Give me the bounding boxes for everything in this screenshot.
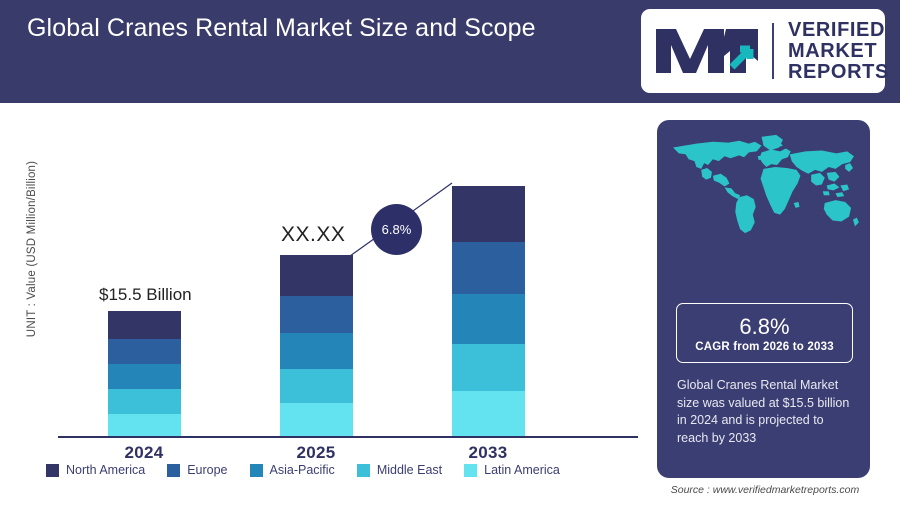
- bar-segment-europe: [280, 295, 353, 333]
- bar-2025[interactable]: [280, 255, 353, 436]
- legend-item-north-america[interactable]: North America: [46, 463, 145, 477]
- y-axis-label: UNIT : Value (USD Million/Billion): [26, 160, 38, 338]
- bar-segment-latin-america: [108, 413, 181, 436]
- logo-line-1: VERIFIED: [788, 18, 886, 41]
- x-tick-2033: 2033: [468, 443, 508, 462]
- legend-item-asia-pacific[interactable]: Asia-Pacific: [249, 463, 335, 477]
- world-map-icon: [666, 131, 861, 238]
- bar-segment-north-america: [452, 186, 525, 243]
- bar-segment-europe: [108, 338, 181, 365]
- bar-2033[interactable]: [452, 186, 525, 436]
- bar-segment-middle-east: [108, 389, 181, 414]
- header-bar: Global Cranes Rental Market Size and Sco…: [0, 0, 900, 103]
- logo-divider: [772, 23, 774, 79]
- logo-line-2: MARKET: [788, 39, 878, 62]
- legend-swatch-icon: [167, 463, 181, 477]
- stacked-bar-chart: UNIT : Value (USD Million/Billion): [0, 103, 640, 506]
- x-tick-2025: 2025: [296, 443, 336, 462]
- bar-value-2024: $15.5 Billion: [99, 285, 192, 304]
- legend-item-europe[interactable]: Europe: [167, 463, 228, 477]
- bar-segment-latin-america: [280, 403, 353, 436]
- bar-segment-middle-east: [452, 343, 525, 391]
- bar-segment-asia-pacific: [108, 364, 181, 390]
- bar-segment-north-america: [280, 255, 353, 296]
- legend-swatch-icon: [46, 463, 59, 477]
- legend-swatch-icon: [356, 463, 370, 477]
- bar-value-2025: XX.XX: [281, 223, 346, 246]
- cagr-badge: 6.8%: [371, 204, 422, 255]
- x-axis-line: [58, 436, 638, 438]
- legend-swatch-icon: [464, 463, 478, 477]
- x-tick-2024: 2024: [124, 443, 164, 462]
- bar-segment-asia-pacific: [452, 293, 525, 344]
- bar-segment-north-america: [108, 311, 181, 339]
- legend-label: Europe: [187, 463, 228, 477]
- bar-segment-asia-pacific: [280, 332, 353, 369]
- vmr-logo-icon: [654, 23, 766, 79]
- bar-segment-latin-america: [452, 391, 525, 436]
- legend-item-latin-america[interactable]: Latin America: [464, 463, 560, 477]
- bar-segment-europe: [452, 242, 525, 294]
- page-title: Global Cranes Rental Market Size and Sco…: [27, 14, 536, 42]
- legend-label: North America: [66, 463, 146, 477]
- logo-wordmark: VERIFIED MARKET REPORTS: [788, 18, 889, 83]
- bar-2024[interactable]: [108, 311, 181, 436]
- bar-segment-middle-east: [280, 369, 353, 404]
- cagr-callout-box: 6.8% CAGR from 2026 to 2033: [676, 303, 853, 363]
- summary-panel: 6.8% CAGR from 2026 to 2033 Global Crane…: [657, 120, 870, 478]
- source-attribution: Source : www.verifiedmarketreports.com: [670, 484, 860, 496]
- legend-item-middle-east[interactable]: Middle East: [356, 463, 443, 477]
- cagr-value: 6.8%: [739, 313, 790, 339]
- legend-label: Asia-Pacific: [269, 463, 335, 477]
- chart-legend: North America Europe Asia-Pacific Middle…: [46, 463, 560, 477]
- market-summary-text: Global Cranes Rental Market size was val…: [677, 378, 850, 445]
- legend-swatch-icon: [249, 463, 263, 477]
- legend-label: Middle East: [376, 463, 443, 477]
- cagr-caption: CAGR from 2026 to 2033: [695, 340, 834, 353]
- logo-line-3: REPORTS: [788, 60, 889, 83]
- brand-logo[interactable]: VERIFIED MARKET REPORTS: [641, 9, 888, 93]
- legend-label: Latin America: [484, 463, 560, 477]
